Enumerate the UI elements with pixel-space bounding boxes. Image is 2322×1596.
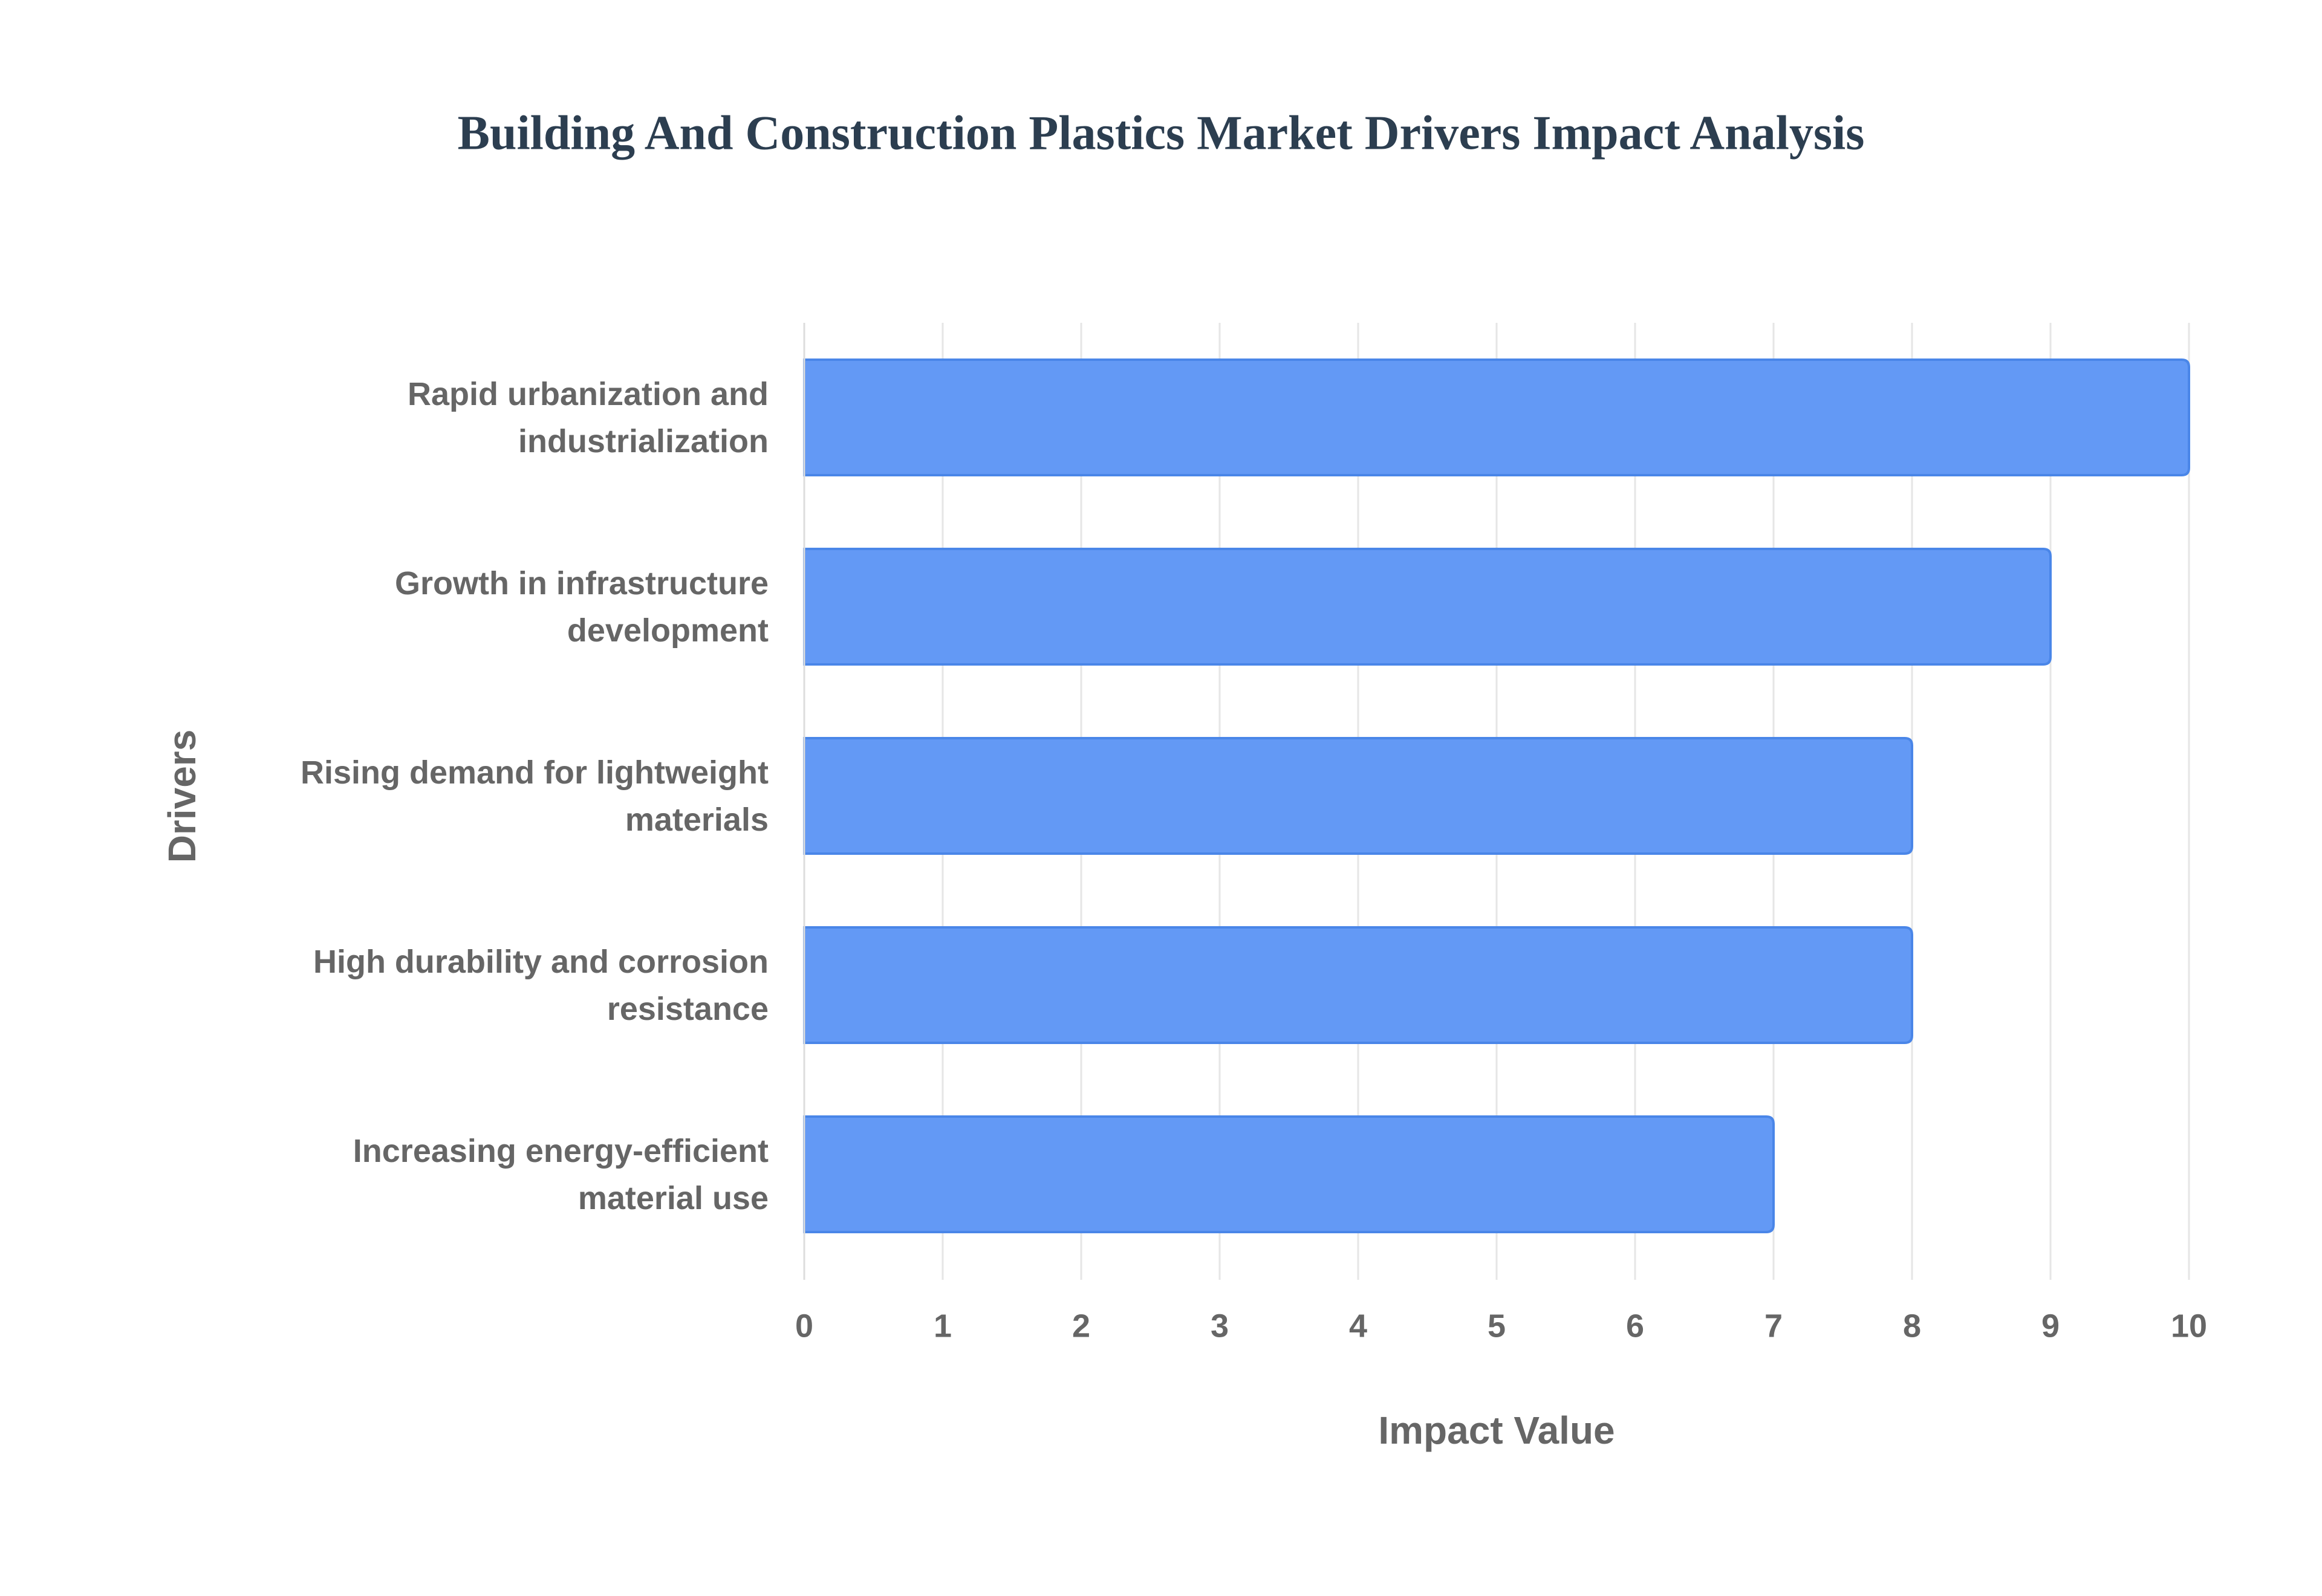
y-tick-label: Rising demand for lightweight materials	[301, 754, 769, 838]
x-tick-label: 3	[1211, 1308, 1229, 1344]
chart-title: Building And Construction Plastics Marke…	[458, 106, 1865, 160]
x-tick-label: 7	[1764, 1308, 1783, 1344]
x-tick-label: 5	[1488, 1308, 1506, 1344]
y-tick-label: Rapid urbanization and industrialization	[407, 375, 769, 459]
y-tick-label: Growth in infrastructure development	[394, 565, 769, 649]
x-tick-label: 9	[2041, 1308, 2060, 1344]
bar	[803, 1115, 1775, 1233]
x-tick-label: 2	[1072, 1308, 1090, 1344]
y-tick-label: Increasing energy-efficient material use	[353, 1132, 769, 1216]
x-tick-label: 6	[1626, 1308, 1644, 1344]
bar	[803, 737, 1913, 855]
y-axis-title: Drivers	[160, 730, 204, 863]
y-tick-label: High durability and corrosion resistance	[313, 943, 769, 1027]
bar	[803, 926, 1913, 1044]
bar	[803, 358, 2190, 476]
x-tick-label: 8	[1903, 1308, 1921, 1344]
x-tick-label: 10	[2171, 1308, 2207, 1344]
bar	[803, 548, 2052, 666]
x-axis-title: Impact Value	[1378, 1409, 1615, 1452]
x-tick-label: 0	[795, 1308, 813, 1344]
x-tick-label: 4	[1349, 1308, 1367, 1344]
x-tick-label: 1	[934, 1308, 952, 1344]
